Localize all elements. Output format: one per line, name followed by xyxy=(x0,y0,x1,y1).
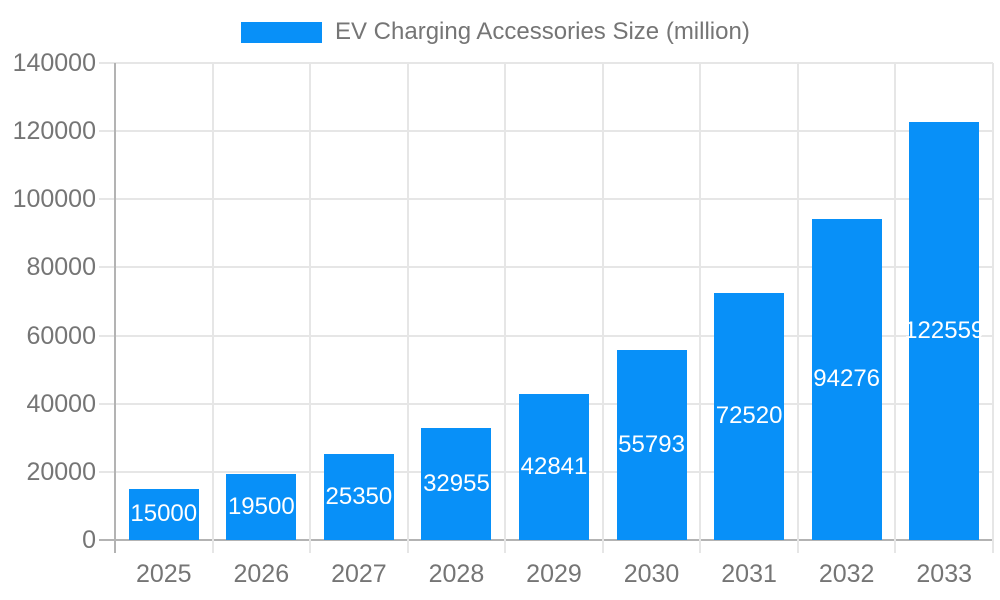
v-gridline xyxy=(992,63,994,540)
h-gridline xyxy=(115,130,993,133)
bar xyxy=(714,292,785,540)
v-gridline xyxy=(406,63,409,540)
x-axis-tick xyxy=(601,540,604,553)
x-axis-tick xyxy=(699,540,702,553)
x-axis-tick xyxy=(796,540,799,553)
bar-value-label: 55793 xyxy=(618,430,685,458)
y-tick-label: 120000 xyxy=(12,117,96,146)
x-tick-label: 2033 xyxy=(916,560,973,588)
x-axis-tick xyxy=(309,540,312,553)
bar xyxy=(323,453,394,540)
y-tick-label: 40000 xyxy=(26,389,96,418)
x-tick-label: 2028 xyxy=(428,560,485,588)
v-gridline xyxy=(699,63,702,540)
v-gridline xyxy=(796,63,799,540)
x-axis-tick xyxy=(211,540,214,553)
x-axis-tick xyxy=(504,540,507,553)
x-tick-label: 2032 xyxy=(818,560,875,588)
y-tick-label: 140000 xyxy=(12,49,96,77)
x-tick-label: 2025 xyxy=(135,560,192,588)
x-tick-label: 2030 xyxy=(623,560,680,588)
bar-value-label: 122559 xyxy=(904,317,985,345)
bar-value-label: 42841 xyxy=(520,453,588,481)
bar xyxy=(909,122,980,540)
v-gridline xyxy=(601,63,604,540)
x-axis-baseline xyxy=(115,539,993,541)
v-gridline xyxy=(894,63,897,540)
v-gridline xyxy=(309,63,312,540)
x-tick-label: 2031 xyxy=(721,560,777,588)
y-tick-label: 80000 xyxy=(26,253,96,282)
bar xyxy=(811,218,882,540)
bar xyxy=(128,488,199,540)
h-gridline xyxy=(115,334,993,337)
bar-value-label: 72520 xyxy=(715,402,783,430)
y-axis-tick xyxy=(99,62,115,64)
bar xyxy=(226,473,297,540)
y-axis-line xyxy=(114,63,116,553)
y-axis-tick xyxy=(99,266,115,269)
h-gridline xyxy=(115,266,993,269)
bar xyxy=(616,349,687,540)
legend-swatch xyxy=(241,21,322,43)
v-gridline xyxy=(211,63,214,540)
bar xyxy=(421,427,492,540)
legend-label: EV Charging Accessories Size (million) xyxy=(335,18,750,45)
bar-value-label: 19500 xyxy=(227,492,295,520)
bar-value-label: 94276 xyxy=(813,365,881,393)
x-tick-label: 2027 xyxy=(331,560,387,588)
y-tick-label: 0 xyxy=(82,526,96,554)
x-axis-tick xyxy=(992,540,994,553)
h-gridline xyxy=(115,62,993,64)
x-axis-tick xyxy=(894,540,897,553)
legend: EV Charging Accessories Size (million) xyxy=(241,18,750,45)
v-gridline xyxy=(504,63,507,540)
y-axis-tick xyxy=(99,130,115,133)
bar-value-label: 25350 xyxy=(325,482,393,510)
y-axis-tick xyxy=(99,198,115,201)
y-tick-label: 60000 xyxy=(26,321,96,350)
y-axis-tick xyxy=(99,402,115,405)
h-gridline xyxy=(115,198,993,201)
y-tick-label: 100000 xyxy=(12,185,96,214)
bar xyxy=(519,394,589,540)
y-axis-tick xyxy=(99,539,115,541)
x-tick-label: 2026 xyxy=(233,560,290,588)
bar-value-label: 15000 xyxy=(130,500,198,528)
y-tick-label: 20000 xyxy=(26,457,96,486)
bar-value-label: 32955 xyxy=(423,469,490,497)
y-axis-tick xyxy=(99,334,115,337)
x-tick-label: 2029 xyxy=(526,560,582,588)
y-axis-tick xyxy=(99,470,115,473)
x-axis-tick xyxy=(406,540,409,553)
